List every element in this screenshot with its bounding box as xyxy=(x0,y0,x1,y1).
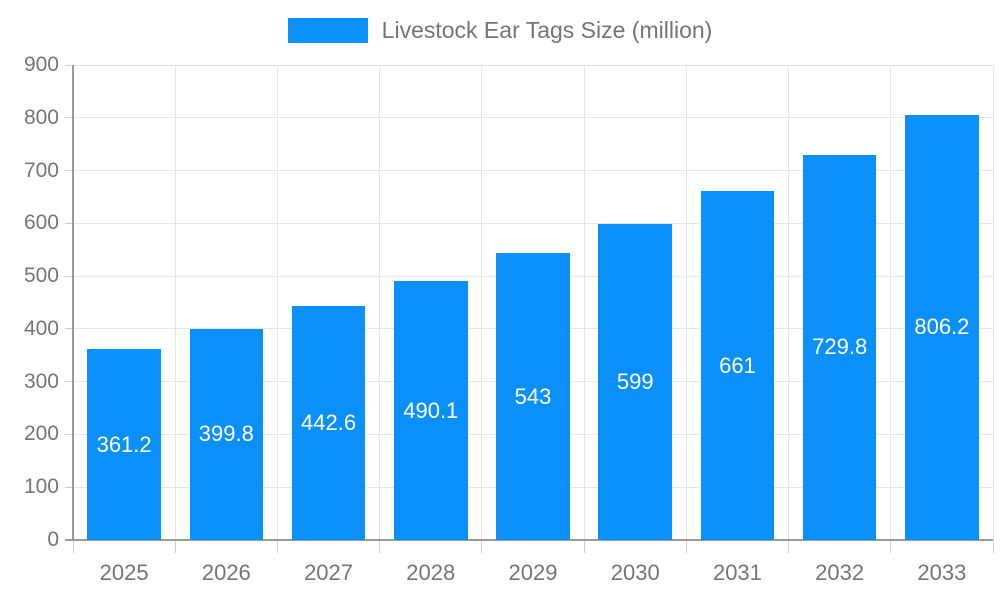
v-gridline xyxy=(276,65,278,540)
x-axis-tick xyxy=(685,540,687,553)
x-axis-tick xyxy=(72,540,74,553)
x-axis-tick xyxy=(890,540,892,553)
bar xyxy=(189,328,264,540)
bar-value-label: 490.1 xyxy=(403,397,459,423)
x-tick-label: 2031 xyxy=(712,560,762,585)
bar xyxy=(700,191,775,540)
bar xyxy=(87,349,161,540)
bar-value-label: 661 xyxy=(719,352,756,378)
y-axis-tick xyxy=(65,433,73,435)
bar xyxy=(905,114,979,540)
y-tick-label: 300 xyxy=(23,369,59,393)
v-gridline xyxy=(379,65,381,540)
y-axis-tick xyxy=(65,170,73,172)
y-tick-label: 700 xyxy=(23,158,59,182)
v-gridline xyxy=(788,65,790,540)
x-tick-label: 2029 xyxy=(508,560,558,585)
y-tick-label: 900 xyxy=(23,53,59,76)
y-axis-tick xyxy=(65,222,73,224)
x-tick-label: 2033 xyxy=(917,560,967,585)
bar xyxy=(802,154,877,540)
h-gridline xyxy=(73,64,993,66)
y-tick-label: 100 xyxy=(23,475,59,499)
y-tick-label: 600 xyxy=(23,211,59,235)
v-gridline xyxy=(992,65,994,540)
v-gridline xyxy=(890,65,892,540)
x-tick-label: 2028 xyxy=(406,560,456,585)
y-axis-tick xyxy=(65,64,73,66)
bar-value-label: 729.8 xyxy=(812,334,868,360)
y-tick-label: 200 xyxy=(23,422,59,446)
x-axis-tick xyxy=(481,540,483,553)
y-tick-label: 500 xyxy=(23,264,59,288)
legend: Livestock Ear Tags Size (million) xyxy=(0,14,1000,46)
bar-value-label: 599 xyxy=(616,368,654,394)
bar-value-label: 399.8 xyxy=(198,421,254,447)
bar xyxy=(598,223,673,540)
x-axis-tick xyxy=(379,540,381,553)
x-tick-label: 2025 xyxy=(99,560,149,585)
y-axis-tick xyxy=(65,117,73,119)
bar-value-label: 806.2 xyxy=(914,314,970,340)
h-gridline xyxy=(73,170,993,172)
y-tick-label: 400 xyxy=(23,316,59,340)
y-axis-tick xyxy=(65,328,73,330)
bar-value-label: 442.6 xyxy=(301,410,357,436)
x-axis-tick xyxy=(174,540,176,553)
x-tick-label: 2030 xyxy=(610,560,660,585)
y-axis-line xyxy=(72,65,74,540)
bar xyxy=(496,253,570,540)
bar xyxy=(393,281,468,540)
legend-label: Livestock Ear Tags Size (million) xyxy=(381,16,713,43)
y-axis-tick xyxy=(65,381,73,383)
v-gridline xyxy=(685,65,687,540)
bar xyxy=(291,306,366,540)
x-axis-tick xyxy=(788,540,790,553)
v-gridline xyxy=(583,65,585,540)
bar-value-label: 361.2 xyxy=(96,431,152,457)
x-tick-label: 2026 xyxy=(201,560,251,585)
x-axis-line xyxy=(65,539,993,541)
v-gridline xyxy=(174,65,176,540)
x-tick-label: 2032 xyxy=(815,560,865,585)
x-tick-label: 2027 xyxy=(304,560,354,585)
y-axis-tick xyxy=(65,486,73,488)
h-gridline xyxy=(73,222,993,224)
bar-value-label: 543 xyxy=(514,383,552,409)
y-tick-label: 0 xyxy=(47,528,59,551)
h-gridline xyxy=(73,117,993,119)
legend-swatch xyxy=(287,17,368,43)
y-tick-label: 800 xyxy=(23,105,59,129)
y-axis-tick xyxy=(65,275,73,277)
x-axis-tick xyxy=(583,540,585,553)
v-gridline xyxy=(481,65,483,540)
x-axis-tick xyxy=(992,540,994,553)
x-axis-tick xyxy=(276,540,278,553)
